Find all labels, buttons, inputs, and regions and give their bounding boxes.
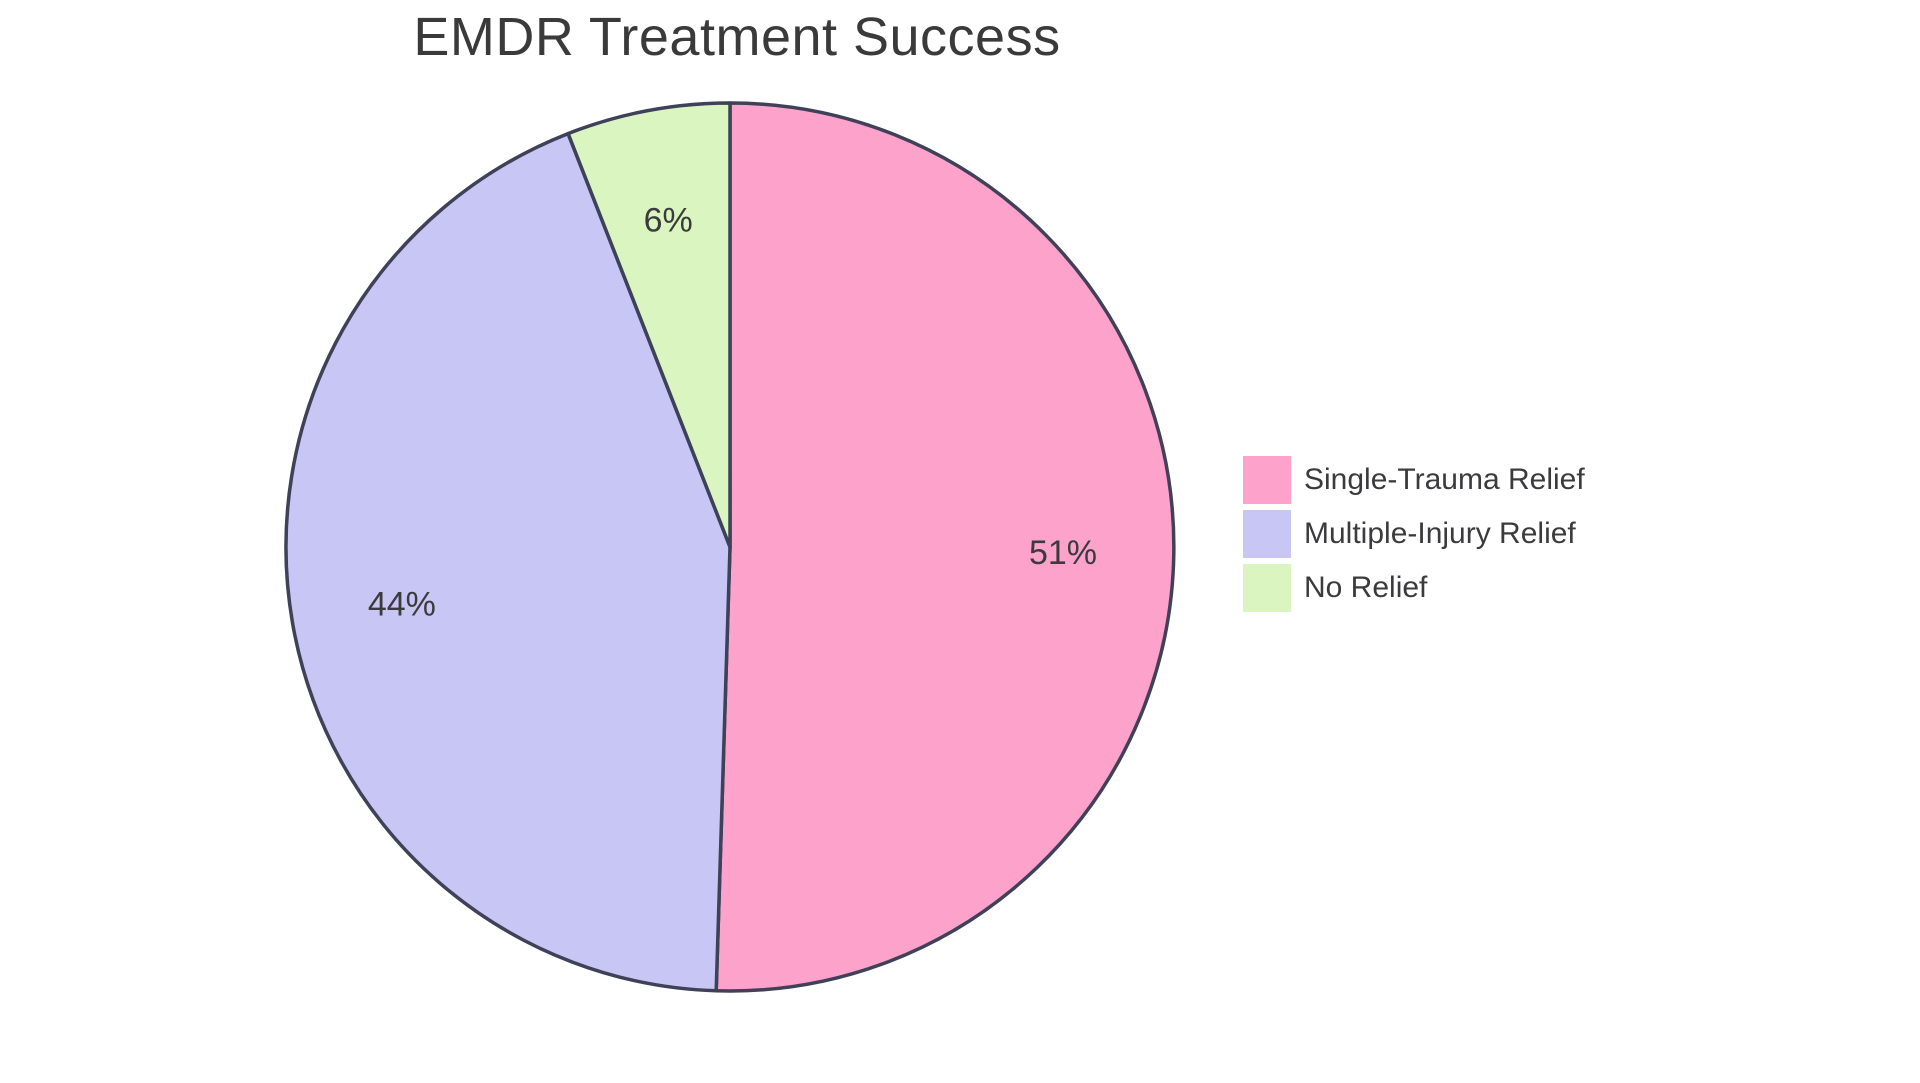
legend-item-no-relief: No Relief xyxy=(1243,564,1585,612)
chart-title: EMDR Treatment Success xyxy=(413,7,1061,67)
pie-percent-label-multiple-injury-relief: 44% xyxy=(368,586,436,624)
pie-slice-multiple-injury-relief xyxy=(284,131,732,993)
pie-percent-label-no-relief: 6% xyxy=(644,202,693,240)
pie-percent-label-single-trauma-relief: 51% xyxy=(1029,534,1097,572)
legend-label-single-trauma-relief: Single-Trauma Relief xyxy=(1304,463,1585,496)
legend-swatch-multiple-injury-relief xyxy=(1243,510,1291,558)
legend-item-single-trauma-relief: Single-Trauma Relief xyxy=(1243,456,1585,504)
legend-swatch-no-relief xyxy=(1243,564,1291,612)
legend-label-multiple-injury-relief: Multiple-Injury Relief xyxy=(1304,517,1576,550)
legend-label-no-relief: No Relief xyxy=(1304,571,1428,604)
pie-percent-labels: 51% 44% 6% xyxy=(368,202,1097,624)
pie xyxy=(284,101,1176,993)
legend-item-multiple-injury-relief: Multiple-Injury Relief xyxy=(1243,510,1585,558)
pie-slice-no-relief xyxy=(566,101,732,549)
legend: Single-Trauma Relief Multiple-Injury Reli… xyxy=(1243,456,1585,612)
legend-swatch-single-trauma-relief xyxy=(1243,456,1291,504)
pie-slice-single-trauma-relief xyxy=(714,101,1176,993)
